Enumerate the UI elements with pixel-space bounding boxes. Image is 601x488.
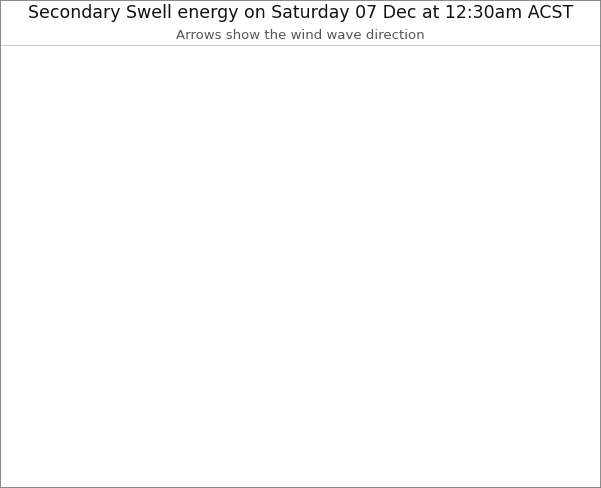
Text: Secondary Swell energy on Saturday 07 Dec at 12:30am ACST: Secondary Swell energy on Saturday 07 De… bbox=[28, 3, 573, 21]
Text: Arrows show the wind wave direction: Arrows show the wind wave direction bbox=[176, 28, 425, 41]
Text: cartopy not available: cartopy not available bbox=[227, 260, 374, 273]
